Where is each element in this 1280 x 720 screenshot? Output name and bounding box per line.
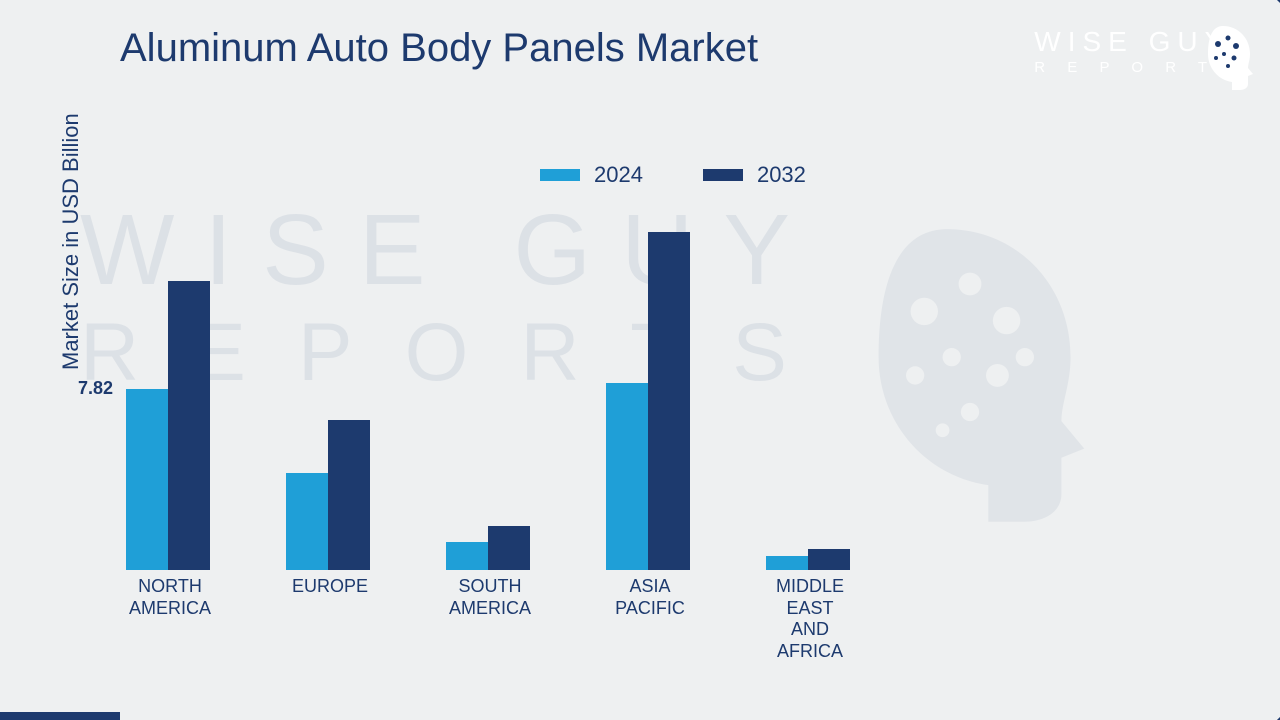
head-icon bbox=[1198, 24, 1258, 94]
y-axis-title: Market Size in USD Billion bbox=[58, 113, 84, 370]
bar-2032 bbox=[808, 549, 850, 570]
legend-swatch-2024 bbox=[540, 169, 580, 181]
legend-item-2024: 2024 bbox=[540, 162, 643, 188]
legend-item-2032: 2032 bbox=[703, 162, 806, 188]
legend-label-2024: 2024 bbox=[594, 162, 643, 188]
footer-accent bbox=[0, 712, 120, 720]
bar-2024 bbox=[766, 556, 808, 570]
legend-label-2032: 2032 bbox=[757, 162, 806, 188]
chart-plot-area: 7.82NORTH AMERICAEUROPESOUTH AMERICAASIA… bbox=[110, 200, 930, 570]
chart-legend: 2024 2032 bbox=[540, 162, 806, 188]
x-axis-label: MIDDLE EAST AND AFRICA bbox=[776, 576, 844, 662]
legend-swatch-2032 bbox=[703, 169, 743, 181]
right-accent-band bbox=[960, 0, 1280, 720]
bar-2024 bbox=[446, 542, 488, 570]
bar-2032 bbox=[648, 232, 690, 570]
chart-title: Aluminum Auto Body Panels Market bbox=[120, 26, 758, 71]
bar-value-label: 7.82 bbox=[78, 378, 113, 399]
bar-2032 bbox=[328, 420, 370, 570]
x-axis-label: ASIA PACIFIC bbox=[615, 576, 685, 619]
bar-2024 bbox=[126, 389, 168, 570]
bar-2024 bbox=[606, 383, 648, 570]
bar-2032 bbox=[168, 281, 210, 570]
x-axis-label: SOUTH AMERICA bbox=[449, 576, 531, 619]
x-axis-label: NORTH AMERICA bbox=[129, 576, 211, 619]
x-axis-label: EUROPE bbox=[292, 576, 368, 598]
brand-logo: WISE GUY R E P O R T S bbox=[1034, 28, 1248, 75]
bar-2024 bbox=[286, 473, 328, 570]
bar-2032 bbox=[488, 526, 530, 570]
